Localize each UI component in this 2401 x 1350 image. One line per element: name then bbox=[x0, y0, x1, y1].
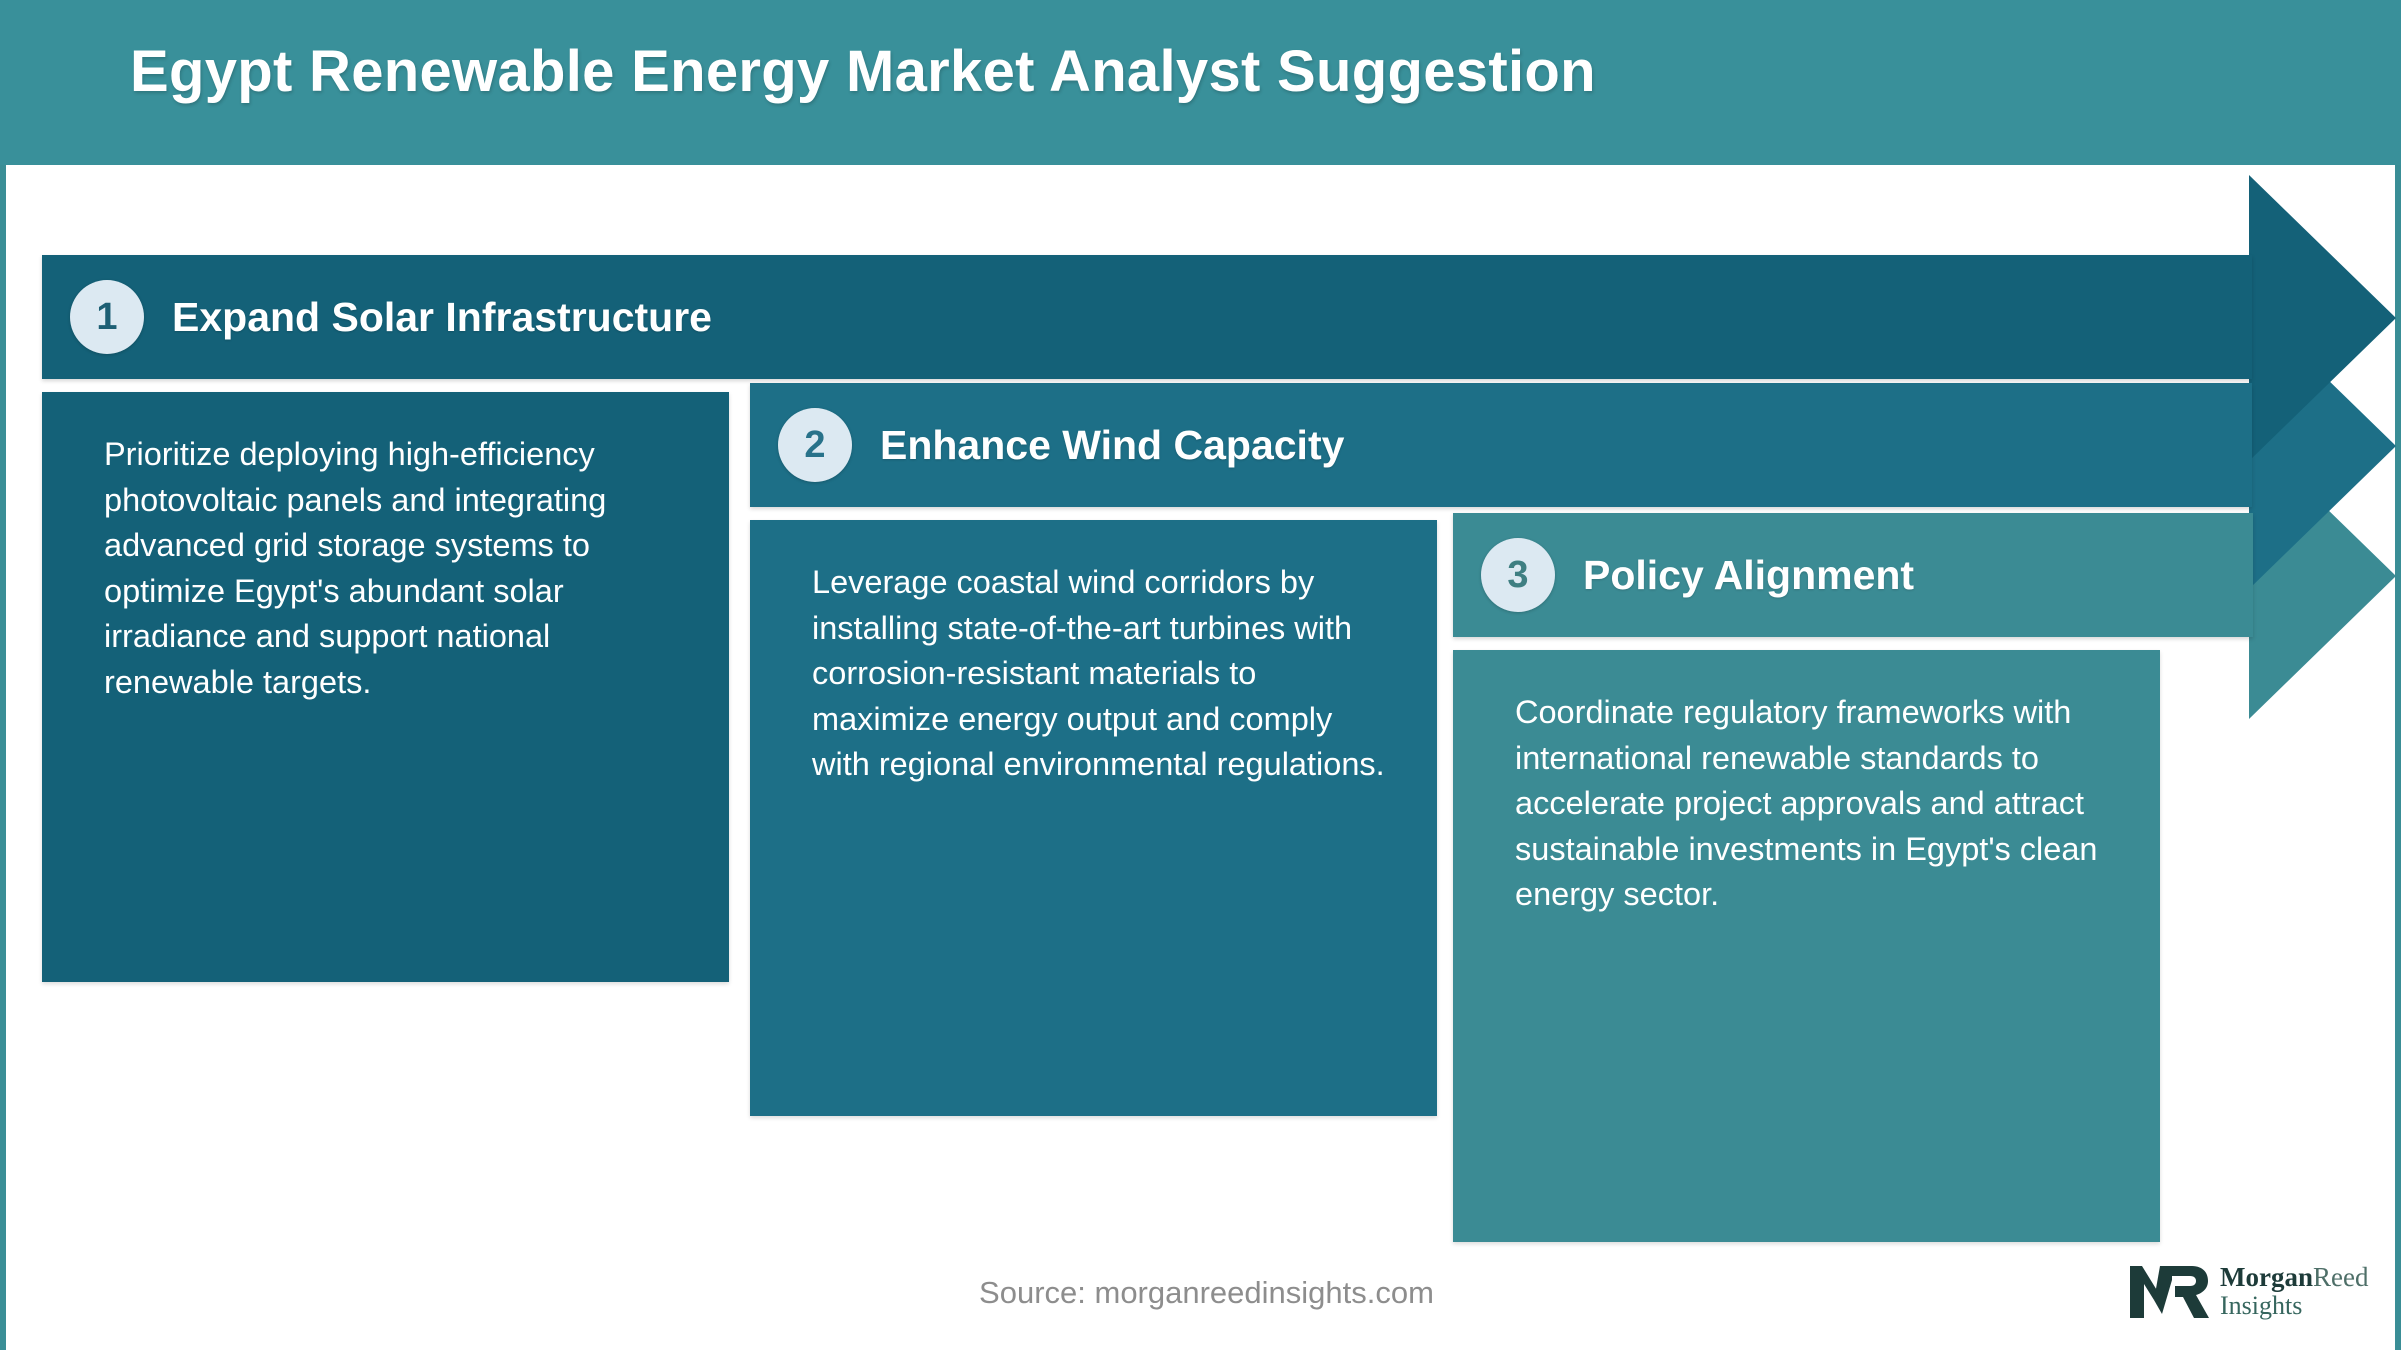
header-bar: Egypt Renewable Energy Market Analyst Su… bbox=[0, 0, 2401, 165]
logo-word-morgan: Morgan bbox=[2220, 1261, 2313, 1292]
logo-line-primary: MorganReed bbox=[2220, 1263, 2368, 1292]
mr-monogram-icon bbox=[2130, 1266, 2209, 1318]
step-2-description: Leverage coastal wind corridors by insta… bbox=[750, 520, 1437, 1116]
logo-wordmark: MorganReed Insights bbox=[2220, 1263, 2368, 1319]
step-2-header[interactable]: 2 Enhance Wind Capacity bbox=[750, 383, 2252, 507]
step-1-number-badge: 1 bbox=[70, 280, 144, 354]
source-attribution: Source: morganreedinsights.com bbox=[979, 1275, 1434, 1310]
step-2-title: Enhance Wind Capacity bbox=[880, 421, 1345, 468]
step-1-description: Prioritize deploying high-efficiency pho… bbox=[42, 392, 729, 982]
logo-word-reed: Reed bbox=[2312, 1261, 2369, 1292]
logo-word-insights: Insights bbox=[2220, 1290, 2303, 1320]
step-3-number-badge: 3 bbox=[1481, 538, 1555, 612]
step-1-title: Expand Solar Infrastructure bbox=[172, 293, 712, 340]
step-1-header[interactable]: 1 Expand Solar Infrastructure bbox=[42, 255, 2252, 379]
morganreed-logo[interactable]: MorganReed Insights bbox=[2128, 1255, 2368, 1327]
step-3-description: Coordinate regulatory frameworks with in… bbox=[1453, 650, 2160, 1242]
step-3-title: Policy Alignment bbox=[1583, 551, 1915, 598]
step-2-number-badge: 2 bbox=[778, 408, 852, 482]
page-title: Egypt Renewable Energy Market Analyst Su… bbox=[130, 39, 1596, 104]
step-3-header[interactable]: 3 Policy Alignment bbox=[1453, 513, 2253, 637]
